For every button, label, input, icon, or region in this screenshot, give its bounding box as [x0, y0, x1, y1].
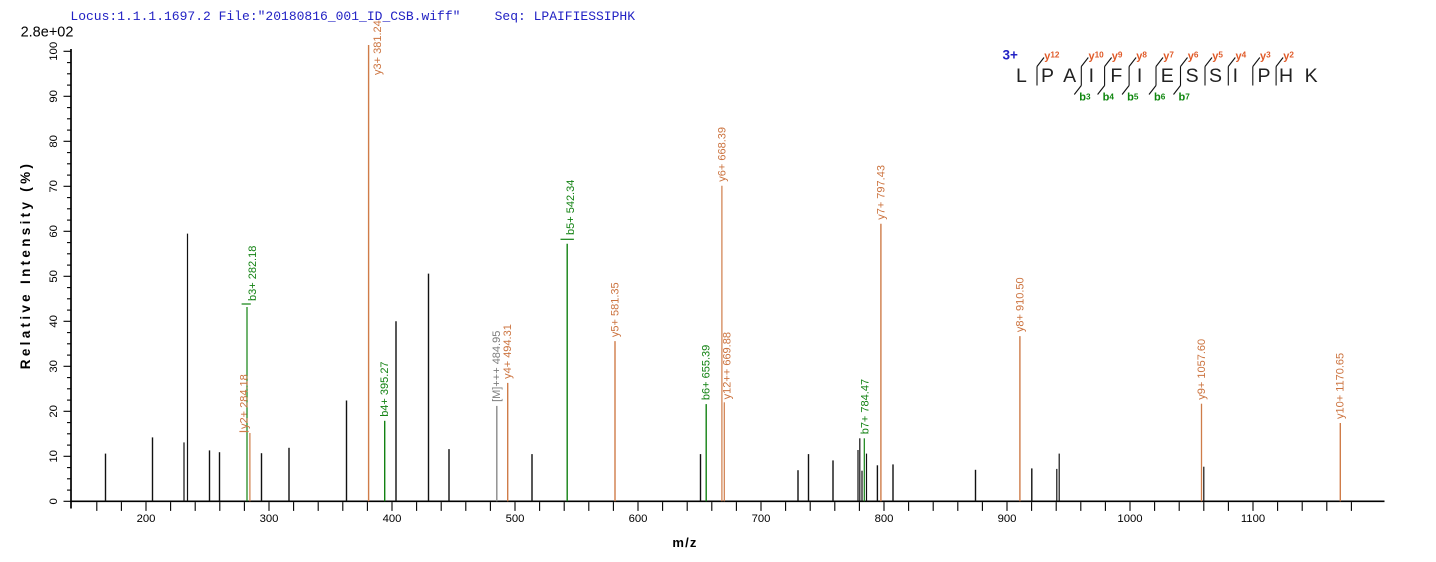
svg-text:m/z: m/z: [672, 535, 697, 550]
svg-text:90: 90: [48, 90, 60, 103]
svg-text:S: S: [1186, 65, 1199, 87]
svg-text:I: I: [1137, 65, 1142, 87]
svg-text:y5+ 581.35: y5+ 581.35: [609, 282, 621, 337]
svg-text:Locus:1.1.1.1697.2 File:"20180: Locus:1.1.1.1697.2 File:"20180816_001_ID…: [70, 9, 460, 24]
svg-text:[M]+++ 484.95: [M]+++ 484.95: [491, 331, 503, 402]
svg-text:P: P: [1041, 65, 1054, 87]
svg-text:b4+ 395.27: b4+ 395.27: [379, 361, 391, 416]
svg-text:400: 400: [383, 513, 402, 525]
svg-text:10: 10: [48, 450, 60, 463]
svg-text:70: 70: [48, 180, 60, 193]
svg-text:50: 50: [48, 270, 60, 283]
svg-text:S: S: [1209, 65, 1222, 87]
svg-text:y9: y9: [1112, 51, 1123, 63]
svg-text:b4: b4: [1103, 91, 1115, 103]
svg-text:F: F: [1110, 65, 1122, 87]
svg-text:y10: y10: [1089, 51, 1105, 63]
svg-text:100: 100: [48, 42, 60, 61]
svg-text:40: 40: [48, 315, 60, 328]
svg-text:b5: b5: [1127, 91, 1139, 103]
svg-text:A: A: [1063, 65, 1076, 87]
svg-text:I: I: [1089, 65, 1094, 87]
svg-text:y6: y6: [1188, 51, 1199, 63]
svg-text:600: 600: [629, 513, 648, 525]
svg-text:Relative Intensity (%): Relative Intensity (%): [18, 161, 33, 369]
svg-text:y4: y4: [1236, 51, 1247, 63]
svg-text:300: 300: [260, 513, 279, 525]
svg-text:y10+ 1170.65: y10+ 1170.65: [1335, 353, 1347, 419]
svg-text:y7: y7: [1163, 51, 1174, 63]
svg-text:200: 200: [137, 513, 156, 525]
svg-text:3+: 3+: [1003, 48, 1019, 63]
svg-text:y9+ 1057.60: y9+ 1057.60: [1196, 339, 1208, 400]
svg-text:700: 700: [752, 513, 771, 525]
svg-text:y5: y5: [1212, 51, 1223, 63]
svg-text:K: K: [1305, 65, 1318, 87]
svg-text:60: 60: [48, 225, 60, 238]
svg-text:E: E: [1161, 65, 1174, 87]
svg-text:1000: 1000: [1117, 513, 1142, 525]
svg-text:y8: y8: [1136, 51, 1147, 63]
svg-text:y8+ 910.50: y8+ 910.50: [1014, 277, 1026, 332]
svg-text:y3+ 381.24: y3+ 381.24: [372, 20, 384, 75]
svg-text:y6+ 668.39: y6+ 668.39: [717, 127, 729, 182]
svg-text:P: P: [1257, 65, 1270, 87]
svg-text:b3: b3: [1079, 91, 1091, 103]
svg-text:y7+ 797.43: y7+ 797.43: [875, 165, 887, 220]
svg-text:H: H: [1279, 65, 1293, 87]
svg-text:Seq: LPAIFIESSIPHK: Seq: LPAIFIESSIPHK: [495, 9, 636, 24]
svg-text:b7: b7: [1179, 91, 1191, 103]
svg-text:80: 80: [48, 135, 60, 148]
svg-text:y3: y3: [1260, 51, 1271, 63]
svg-text:b7+ 784.47: b7+ 784.47: [859, 379, 871, 434]
svg-text:y4+ 494.31: y4+ 494.31: [502, 324, 514, 379]
svg-text:b5+ 542.34: b5+ 542.34: [565, 180, 577, 235]
svg-text:b3+ 282.18: b3+ 282.18: [247, 246, 259, 301]
svg-text:900: 900: [998, 513, 1017, 525]
svg-text:800: 800: [875, 513, 894, 525]
svg-text:I: I: [1233, 65, 1238, 87]
svg-text:0: 0: [48, 498, 60, 504]
svg-text:L: L: [1016, 65, 1027, 87]
svg-text:y12++ 669.88: y12++ 669.88: [722, 332, 734, 399]
svg-text:y2: y2: [1283, 51, 1294, 63]
svg-text:y2+ 284.18: y2+ 284.18: [238, 374, 250, 429]
svg-text:20: 20: [48, 405, 60, 418]
svg-text:30: 30: [48, 360, 60, 373]
svg-text:1100: 1100: [1241, 513, 1265, 525]
svg-text:b6+ 655.39: b6+ 655.39: [701, 345, 713, 400]
svg-text:2.8e+02: 2.8e+02: [21, 25, 74, 41]
svg-text:y12: y12: [1044, 51, 1060, 63]
svg-text:500: 500: [506, 513, 525, 525]
svg-text:b6: b6: [1154, 91, 1166, 103]
